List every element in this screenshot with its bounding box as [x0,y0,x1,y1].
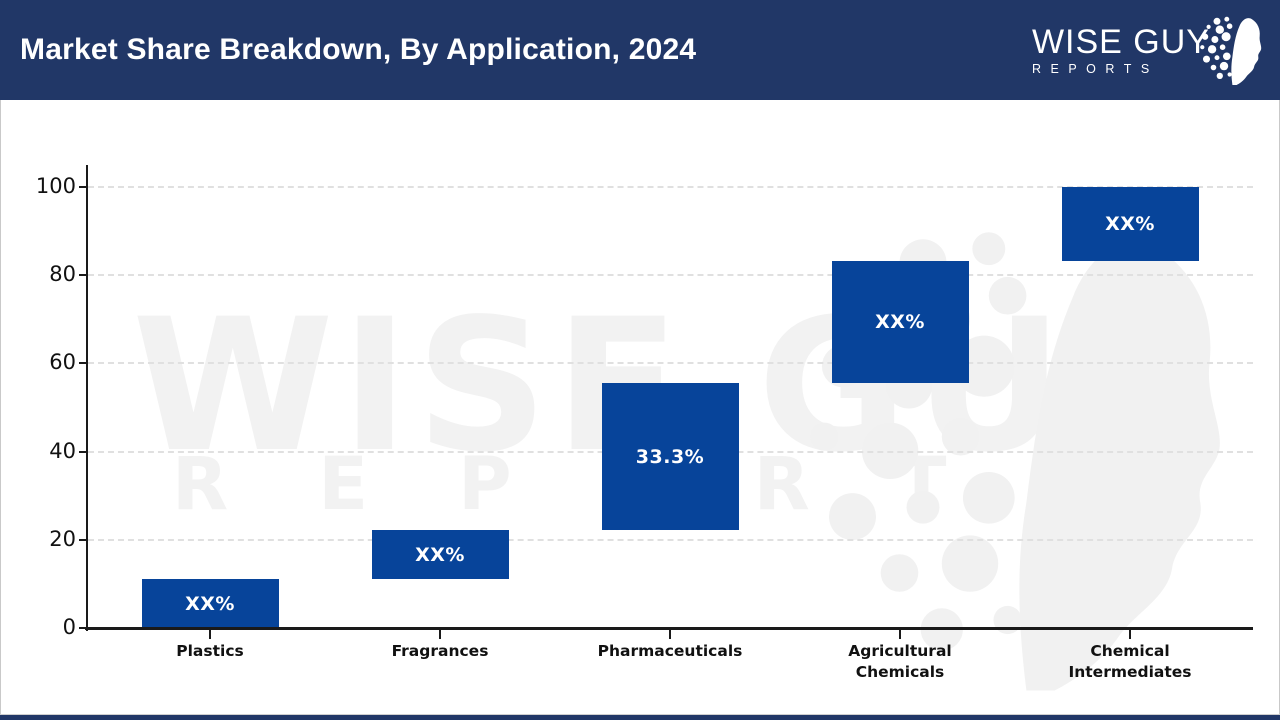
y-tick-label: 60 [49,350,76,375]
footer-bar [0,714,1280,720]
category-label-line: Fragrances [391,642,489,660]
category-label-line: Intermediates [1068,663,1192,681]
y-tick-label: 0 [62,615,76,639]
y-axis-line [86,165,88,631]
logo-wordmark: WISE GUY REPORTS [1032,24,1210,76]
x-tick-mark [669,630,671,639]
category-label: Plastics [90,641,330,662]
logo-reports-text: REPORTS [1031,62,1159,76]
bar-value-label: 33.3% [635,445,705,468]
category-label-line: Chemicals [855,663,945,681]
y-tick-label: 40 [49,438,76,463]
y-tick-label: 100 [35,174,76,198]
gridline [88,538,1253,541]
bar-value-label: XX% [415,543,465,566]
bar: XX% [1061,187,1199,261]
logo-wordmark-text: WISE GUY [1031,23,1210,61]
bar-value-label: XX% [185,592,235,615]
y-tick-mark [79,274,88,277]
page-border-left [0,100,1,720]
bar: XX% [371,530,509,580]
y-tick-mark [79,186,88,188]
gridline [88,362,1253,365]
x-tick-mark [899,630,901,639]
category-label-line: Plastics [176,642,244,660]
bar: XX% [141,579,279,628]
y-tick-mark [79,450,88,453]
chart: WISE GUY REPORTS 020406080100XX%Plastics… [0,100,1280,715]
logo-face-icon [1200,16,1262,85]
bar: 33.3% [601,383,739,531]
page-title: Market Share Breakdown, By Application, … [20,33,697,66]
x-tick-mark [1129,630,1131,639]
y-tick-mark [79,362,88,365]
gridline [88,186,1253,188]
category-label: Pharmaceuticals [550,641,790,662]
category-label-line: Agricultural [848,642,952,660]
category-label-line: Pharmaceuticals [597,642,743,660]
x-tick-mark [439,630,441,639]
bar: XX% [831,260,969,384]
x-axis-line [85,627,1253,630]
y-tick-label: 80 [49,262,76,287]
gridline [88,274,1253,277]
y-tick-mark [79,627,88,629]
y-tick-mark [79,538,88,541]
category-label: Chemical Intermediates [1010,641,1250,683]
category-label: Fragrances [320,641,560,662]
bar-value-label: XX% [875,310,925,333]
header-bar: Market Share Breakdown, By Application, … [0,0,1280,100]
x-tick-mark [209,630,211,639]
category-label: Agricultural Chemicals [780,641,1020,683]
y-tick-label: 20 [49,526,76,551]
category-label-line: Chemical [1090,642,1170,660]
brand-logo: WISE GUY REPORTS [1032,9,1266,91]
bar-value-label: XX% [1105,212,1155,235]
